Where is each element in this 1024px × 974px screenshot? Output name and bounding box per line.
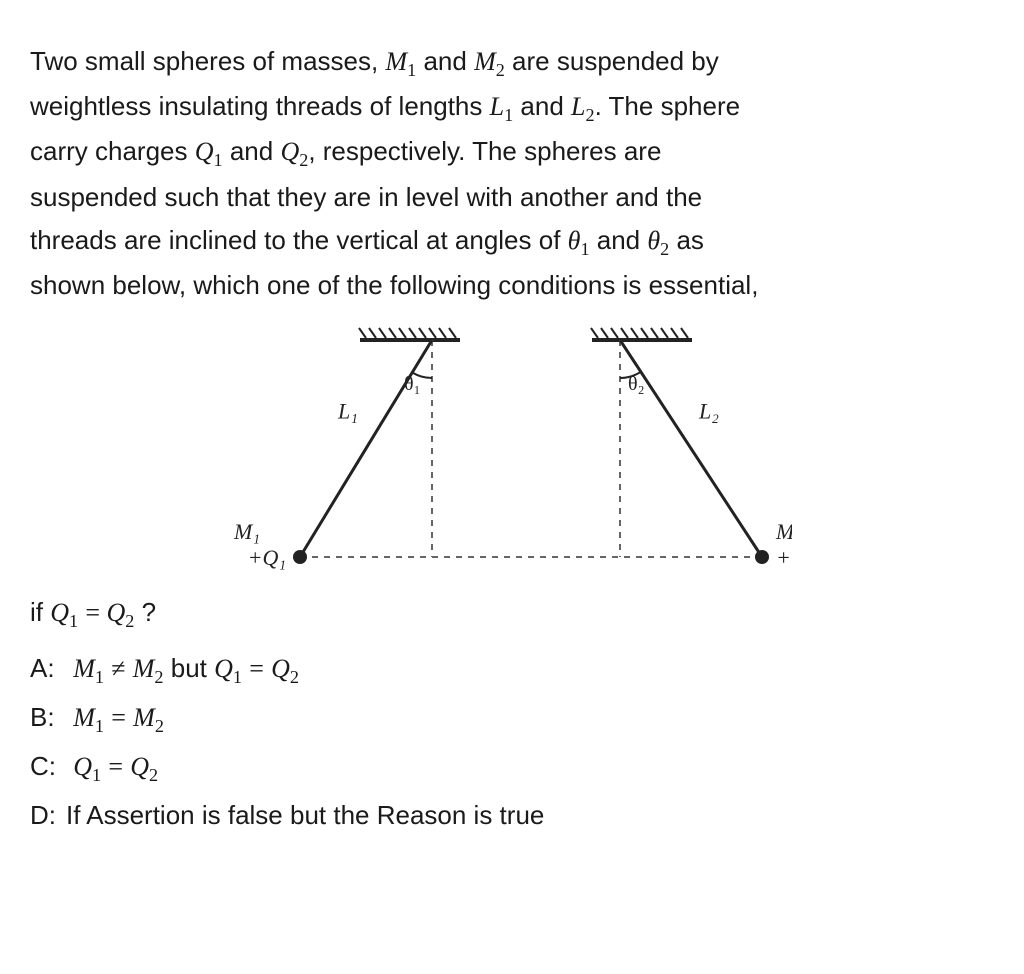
sub-1: 1 xyxy=(95,716,104,736)
svg-text:θ₁: θ₁ xyxy=(404,373,421,395)
q-frag: threads are inclined to the vertical at … xyxy=(30,225,568,255)
option-label: D: xyxy=(30,793,66,837)
diagram-container: L₁ θ₁ θ₂ L₂ M₁ M₂ +Q₁ +Q₂ xyxy=(30,322,994,597)
var-L1: L1 xyxy=(490,92,514,121)
var-theta1: θ1 xyxy=(568,226,590,255)
option-label: B: xyxy=(30,695,66,739)
options-list: A: M1 ≠ M2 but Q1 = Q2 B: M1 = M2 C: Q1 … xyxy=(30,646,994,838)
sym-Q: Q xyxy=(280,137,299,166)
var-theta2: θ2 xyxy=(647,226,669,255)
option-label: A: xyxy=(30,646,66,690)
option-B: B: M1 = M2 xyxy=(30,695,994,742)
q-frag: shown below, which one of the following … xyxy=(30,270,758,300)
sym-M: M xyxy=(73,654,95,683)
eq-sign: = xyxy=(111,703,126,732)
sym-theta: θ xyxy=(568,226,581,255)
sym-Q: Q xyxy=(271,654,290,683)
var-M2: M2 xyxy=(133,703,164,732)
sym-M: M xyxy=(133,654,155,683)
pendulum-diagram: L₁ θ₁ θ₂ L₂ M₁ M₂ +Q₁ +Q₂ xyxy=(232,322,792,592)
q-frag: suspended such that they are in level wi… xyxy=(30,182,702,212)
var-L2: L2 xyxy=(571,92,595,121)
sub-1: 1 xyxy=(92,765,101,785)
sub-2: 2 xyxy=(154,667,163,687)
sub-2: 2 xyxy=(299,151,308,171)
var-M1: M1 xyxy=(73,703,104,732)
svg-text:L₁: L₁ xyxy=(337,398,358,423)
var-Q2: Q2 xyxy=(271,654,299,683)
option-A: A: M1 ≠ M2 but Q1 = Q2 xyxy=(30,646,994,693)
q-frag: and xyxy=(590,225,648,255)
sym-Q: Q xyxy=(50,598,69,627)
q-frag: are suspended by xyxy=(505,46,719,76)
svg-text:M₂: M₂ xyxy=(775,519,792,544)
q-frag: and xyxy=(416,46,474,76)
q-frag: carry charges xyxy=(30,136,195,166)
condition-line: if Q1 = Q2 ? xyxy=(30,592,994,636)
sym-M: M xyxy=(133,703,155,732)
sym-L: L xyxy=(571,92,585,121)
sym-Q: Q xyxy=(130,752,149,781)
option-label: C: xyxy=(30,744,66,788)
svg-text:L₂: L₂ xyxy=(698,398,719,423)
svg-text:+Q₁: +Q₁ xyxy=(248,545,286,570)
var-Q2: Q2 xyxy=(130,752,158,781)
q-frag: . The sphere xyxy=(595,91,741,121)
sub-1: 1 xyxy=(504,105,513,125)
sub-1: 1 xyxy=(214,151,223,171)
var-M1: M1 xyxy=(73,654,104,683)
but-text: but xyxy=(164,653,215,683)
var-Q2: Q2 xyxy=(107,598,135,627)
sub-2: 2 xyxy=(660,239,669,259)
sym-Q: Q xyxy=(73,752,92,781)
sub-2: 2 xyxy=(496,60,505,80)
sym-M: M xyxy=(474,47,496,76)
sub-2: 2 xyxy=(149,765,158,785)
neq-sign: ≠ xyxy=(111,654,125,683)
eq-sign: = xyxy=(108,752,123,781)
sub-2: 2 xyxy=(585,105,594,125)
sym-L: L xyxy=(490,92,504,121)
sub-2: 2 xyxy=(155,716,164,736)
option-D: D:If Assertion is false but the Reason i… xyxy=(30,793,994,837)
q-frag: as xyxy=(669,225,704,255)
eq-sign: = xyxy=(85,598,106,627)
q-frag: weightless insulating threads of lengths xyxy=(30,91,490,121)
var-M2: M2 xyxy=(133,654,164,683)
sub-1: 1 xyxy=(233,667,242,687)
sub-1: 1 xyxy=(69,611,78,631)
sym-M: M xyxy=(385,47,407,76)
sub-2: 2 xyxy=(290,667,299,687)
sym-Q: Q xyxy=(214,654,233,683)
var-Q2: Q2 xyxy=(280,137,308,166)
sym-M: M xyxy=(73,703,95,732)
sym-theta: θ xyxy=(647,226,660,255)
var-M1: M1 xyxy=(385,47,416,76)
var-Q1: Q1 xyxy=(214,654,242,683)
eq-sign: = xyxy=(249,654,264,683)
cond-prefix: if xyxy=(30,597,50,627)
sub-1: 1 xyxy=(95,667,104,687)
sym-Q: Q xyxy=(107,598,126,627)
cond-qmark: ? xyxy=(134,597,156,627)
option-C: C: Q1 = Q2 xyxy=(30,744,994,791)
question-text: Two small spheres of masses, M1 and M2 a… xyxy=(30,40,994,307)
svg-text:M₁: M₁ xyxy=(233,519,260,544)
sub-1: 1 xyxy=(407,60,416,80)
q-frag: Two small spheres of masses, xyxy=(30,46,385,76)
svg-text:+Q₂: +Q₂ xyxy=(776,545,792,570)
sym-Q: Q xyxy=(195,137,214,166)
svg-text:θ₂: θ₂ xyxy=(628,373,645,395)
q-frag: and xyxy=(513,91,571,121)
var-Q1: Q1 xyxy=(195,137,223,166)
q-frag: , respectively. The spheres are xyxy=(308,136,661,166)
sub-1: 1 xyxy=(580,239,589,259)
var-Q1: Q1 xyxy=(73,752,101,781)
var-M2: M2 xyxy=(474,47,505,76)
q-frag: and xyxy=(223,136,281,166)
option-D-text: If Assertion is false but the Reason is … xyxy=(66,800,544,830)
var-Q1: Q1 xyxy=(50,598,78,627)
